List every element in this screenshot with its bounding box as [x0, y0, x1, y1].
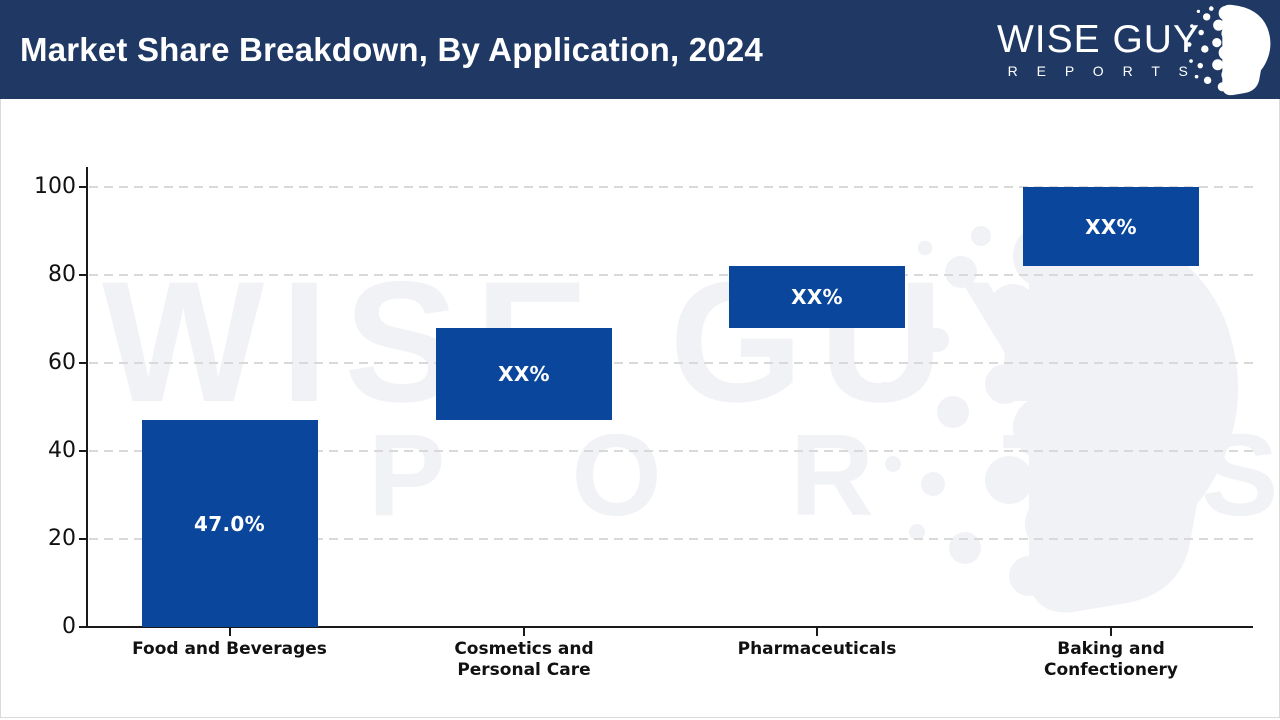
x-category-label-cosmetics-and-personal-care: Cosmetics and Personal Care	[454, 639, 594, 680]
bar-baking-and-confectionery: XX%	[1023, 187, 1199, 267]
y-tick-label-0: 0	[62, 614, 76, 639]
x-axis-line	[86, 626, 1253, 628]
y-axis-line	[86, 167, 88, 628]
x-category-label-baking-and-confectionery: Baking and Confectionery	[1044, 639, 1178, 680]
y-tick-label-20: 20	[48, 526, 76, 551]
bar-food-and-beverages: 47.0%	[141, 420, 318, 627]
gridline-20	[89, 538, 1253, 540]
x-category-label-food-and-beverages: Food and Beverages	[132, 639, 327, 659]
bar-pharmaceuticals: XX%	[729, 266, 905, 328]
brand-logo: WISE GUY R E P O R T S	[997, 2, 1276, 97]
y-tickmark-40	[79, 450, 87, 452]
bar-value-label-food-and-beverages: 47.0%	[194, 511, 265, 536]
brand-name: WISE GUY	[996, 18, 1200, 62]
x-tickmark-food-and-beverages	[228, 628, 231, 636]
bar-cosmetics-and-personal-care: XX%	[436, 327, 612, 421]
y-tickmark-80	[79, 274, 87, 276]
bar-value-label-pharmaceuticals: XX%	[791, 284, 843, 309]
brand-subtitle: R E P O R T S	[1007, 62, 1196, 79]
x-tickmark-cosmetics-and-personal-care	[523, 628, 525, 636]
gridline-80	[89, 274, 1253, 276]
y-tick-label-60: 60	[48, 350, 76, 375]
y-tickmark-20	[79, 538, 87, 540]
gridline-40	[89, 450, 1253, 452]
page-title: Market Share Breakdown, By Application, …	[20, 30, 763, 68]
bar-value-label-baking-and-confectionery: XX%	[1085, 214, 1137, 239]
y-tick-label-100: 100	[34, 174, 76, 199]
x-tickmark-baking-and-confectionery	[1110, 628, 1112, 636]
bar-value-label-cosmetics-and-personal-care: XX%	[498, 361, 550, 386]
gridline-60	[89, 362, 1253, 364]
x-tickmark-pharmaceuticals	[816, 628, 818, 636]
y-tickmark-0	[79, 626, 87, 628]
y-tickmark-60	[79, 362, 87, 364]
y-tickmark-100	[79, 186, 87, 188]
y-tick-label-40: 40	[48, 438, 76, 463]
brand-logo-text: WISE GUY R E P O R T S	[996, 18, 1200, 79]
y-tick-label-80: 80	[48, 262, 76, 287]
gridline-100	[89, 186, 1253, 188]
header-bar: Market Share Breakdown, By Application, …	[0, 0, 1280, 99]
x-category-label-pharmaceuticals: Pharmaceuticals	[737, 639, 897, 659]
